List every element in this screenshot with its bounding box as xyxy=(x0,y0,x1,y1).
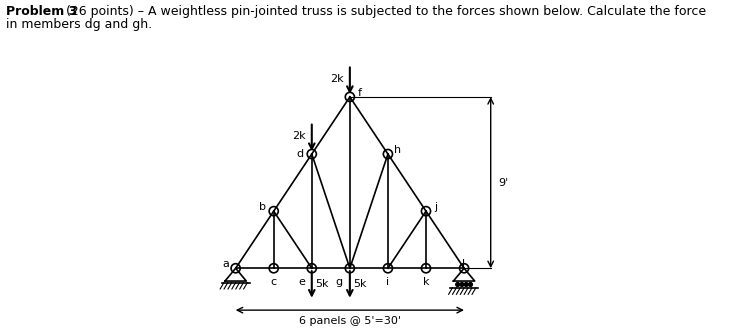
Text: a: a xyxy=(223,259,230,270)
Text: in members dg and gh.: in members dg and gh. xyxy=(6,18,152,31)
Circle shape xyxy=(465,283,468,287)
Text: k: k xyxy=(422,277,429,287)
Text: 6 panels @ 5'=30': 6 panels @ 5'=30' xyxy=(299,316,401,326)
Text: d: d xyxy=(297,149,304,159)
Circle shape xyxy=(456,283,459,287)
Text: j: j xyxy=(434,202,437,212)
Text: i: i xyxy=(386,277,389,287)
Text: 5k: 5k xyxy=(316,280,329,290)
Text: (26 points) – A weightless pin-jointed truss is subjected to the forces shown be: (26 points) – A weightless pin-jointed t… xyxy=(62,5,706,18)
Text: Problem 3: Problem 3 xyxy=(6,5,78,18)
Text: l: l xyxy=(462,259,465,270)
Text: g: g xyxy=(336,277,343,287)
Text: e: e xyxy=(299,277,306,287)
Text: h: h xyxy=(394,145,401,155)
Text: b: b xyxy=(259,202,266,212)
Text: 2k: 2k xyxy=(292,131,306,141)
Text: c: c xyxy=(270,277,277,287)
Text: 2k: 2k xyxy=(331,74,344,84)
Text: 9': 9' xyxy=(498,178,508,188)
Text: f: f xyxy=(358,88,361,98)
Circle shape xyxy=(468,283,472,287)
Circle shape xyxy=(460,283,464,287)
Text: 5k: 5k xyxy=(354,280,367,290)
